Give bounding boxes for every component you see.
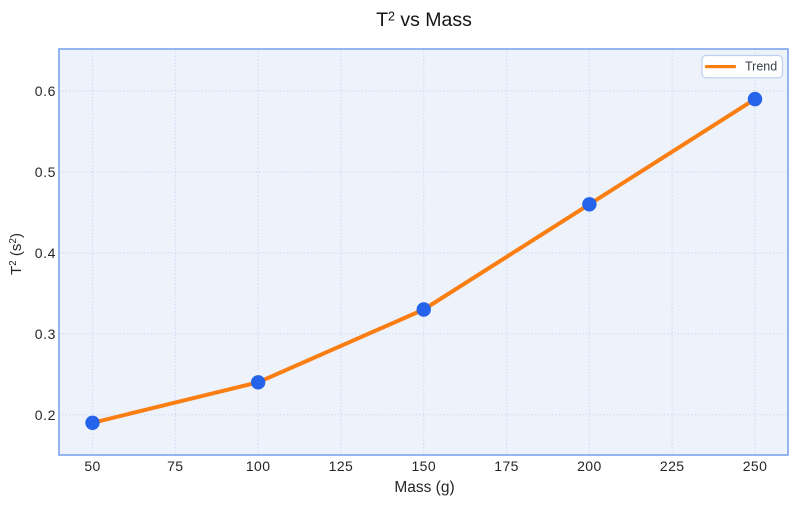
svg-text:0.4: 0.4 [35, 245, 56, 261]
svg-text:75: 75 [167, 458, 183, 474]
svg-text:50: 50 [84, 458, 100, 474]
svg-text:150: 150 [411, 458, 436, 474]
svg-text:Mass (g): Mass (g) [394, 479, 454, 496]
svg-text:250: 250 [743, 458, 768, 474]
svg-text:T2 vs Mass: T2 vs Mass [376, 9, 472, 31]
svg-text:200: 200 [577, 458, 602, 474]
svg-text:0.3: 0.3 [35, 326, 56, 342]
svg-text:0.5: 0.5 [35, 164, 56, 180]
svg-text:0.6: 0.6 [35, 83, 56, 99]
svg-text:175: 175 [494, 458, 519, 474]
svg-text:100: 100 [246, 458, 271, 474]
svg-text:225: 225 [660, 458, 685, 474]
svg-text:Trend: Trend [745, 60, 777, 74]
svg-text:125: 125 [329, 458, 354, 474]
svg-text:0.2: 0.2 [35, 407, 56, 423]
